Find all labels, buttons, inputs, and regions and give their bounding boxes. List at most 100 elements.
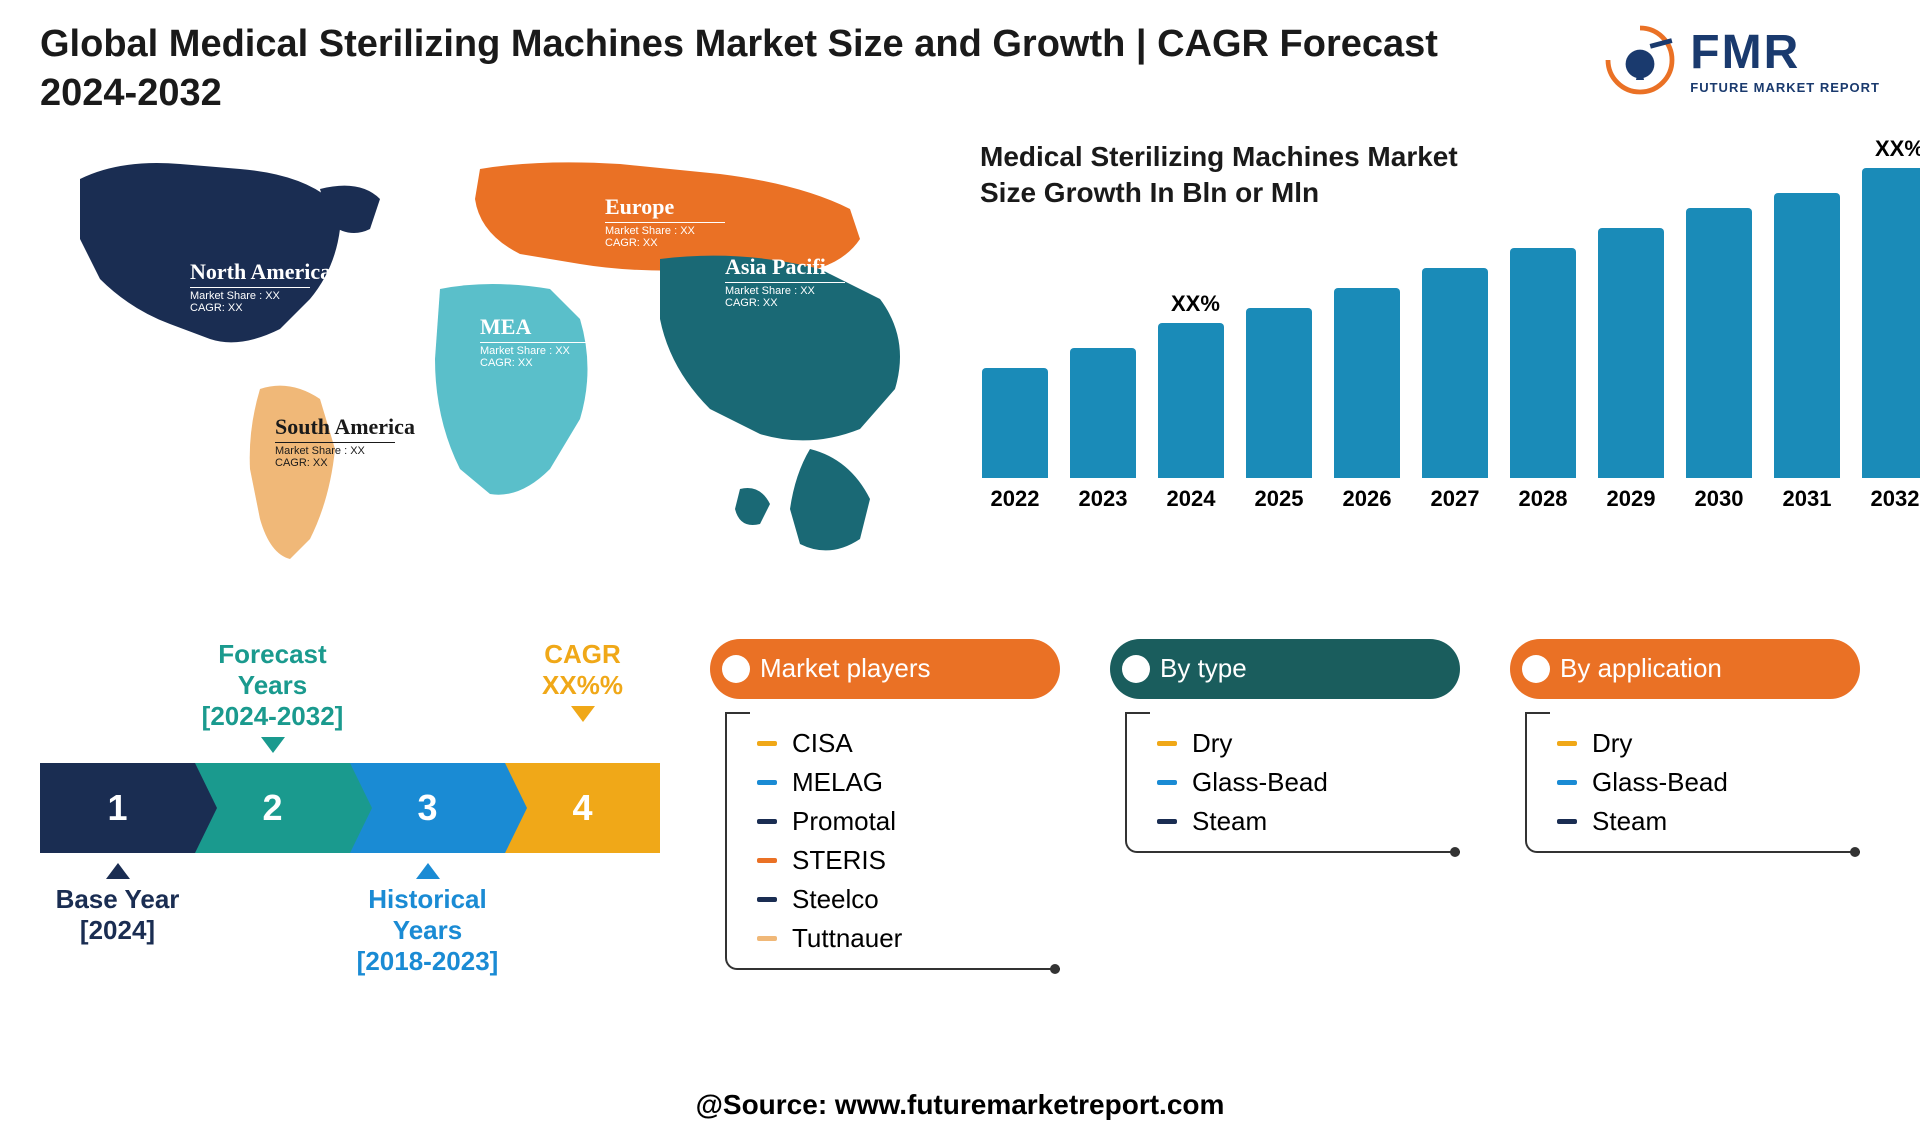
bar-label: 2029 bbox=[1607, 486, 1656, 512]
info-pill: By type bbox=[1110, 639, 1460, 699]
bar-label: 2030 bbox=[1695, 486, 1744, 512]
bar bbox=[1070, 348, 1136, 478]
bar-label: 2025 bbox=[1255, 486, 1304, 512]
region-label: EuropeMarket Share : XXCAGR: XX bbox=[605, 194, 725, 249]
bar-wrap: 2028 bbox=[1508, 248, 1578, 512]
dash-icon bbox=[1557, 819, 1577, 824]
info-item: Dry bbox=[1557, 724, 1860, 763]
info-bracket: Dry Glass-Bead Steam bbox=[1525, 714, 1860, 853]
bar-wrap: 2023 bbox=[1068, 348, 1138, 512]
info-item-label: Steam bbox=[1192, 806, 1267, 837]
bar bbox=[1246, 308, 1312, 478]
dash-icon bbox=[757, 936, 777, 941]
timeline-segment: 1 bbox=[40, 763, 195, 853]
upper-section: North AmericaMarket Share : XXCAGR: XXSo… bbox=[40, 139, 1880, 579]
timeline-segment: 3 bbox=[350, 763, 505, 853]
dash-icon bbox=[757, 819, 777, 824]
dash-icon bbox=[757, 780, 777, 785]
info-item: Glass-Bead bbox=[1157, 763, 1460, 802]
dash-icon bbox=[1557, 780, 1577, 785]
bar-wrap: 2025 bbox=[1244, 308, 1314, 512]
info-column: By application Dry Glass-Bead Steam bbox=[1510, 639, 1860, 970]
info-item: Steam bbox=[1157, 802, 1460, 841]
info-item: MELAG bbox=[757, 763, 1060, 802]
info-item: CISA bbox=[757, 724, 1060, 763]
bar bbox=[1422, 268, 1488, 478]
info-item: STERIS bbox=[757, 841, 1060, 880]
info-bracket: CISA MELAG Promotal STERIS Steelco Tuttnauer bbox=[725, 714, 1060, 970]
chart-bars: 2022 2023 2024 2025 2026 2027 2028 2029 2030 2031… bbox=[980, 182, 1920, 512]
info-item: Tuttnauer bbox=[757, 919, 1060, 958]
bar-label: 2032 bbox=[1871, 486, 1920, 512]
dash-icon bbox=[1157, 819, 1177, 824]
dash-icon bbox=[757, 858, 777, 863]
timeline-label: Historical Years[2018-2023] bbox=[350, 863, 505, 977]
region-label: Asia PacificMarket Share : XXCAGR: XX bbox=[725, 254, 845, 309]
dash-icon bbox=[1157, 780, 1177, 785]
info-item-label: Promotal bbox=[792, 806, 896, 837]
info-column: Market playersCISAMELAGPromotalSTERISSte… bbox=[710, 639, 1060, 970]
bar bbox=[1686, 208, 1752, 478]
region-label: North AmericaMarket Share : XXCAGR: XX bbox=[190, 259, 331, 314]
bar bbox=[1598, 228, 1664, 478]
bar-wrap: 2029 bbox=[1596, 228, 1666, 512]
info-item-label: Tuttnauer bbox=[792, 923, 902, 954]
logo-main: FMR bbox=[1690, 25, 1880, 80]
world-map: North AmericaMarket Share : XXCAGR: XXSo… bbox=[40, 139, 940, 579]
bar-wrap: 2026 bbox=[1332, 288, 1402, 512]
bar bbox=[1862, 168, 1920, 478]
timeline: Forecast Years[2024-2032] CAGRXX%% 1234 B… bbox=[40, 639, 660, 977]
info-item-label: Steelco bbox=[792, 884, 879, 915]
info-item-label: Steam bbox=[1592, 806, 1667, 837]
info-item-label: MELAG bbox=[792, 767, 883, 798]
source-text: @Source: www.futuremarketreport.com bbox=[696, 1089, 1225, 1121]
bar-wrap: 2022 bbox=[980, 368, 1050, 512]
bar-annotation: XX% bbox=[1875, 136, 1920, 162]
region-label: MEAMarket Share : XXCAGR: XX bbox=[480, 314, 600, 369]
bar bbox=[1774, 193, 1840, 478]
logo-icon bbox=[1600, 20, 1680, 100]
bar-wrap: 2030 bbox=[1684, 208, 1754, 512]
dash-icon bbox=[1557, 741, 1577, 746]
logo-text: FMR FUTURE MARKET REPORT bbox=[1690, 25, 1880, 95]
bar-wrap: 2031 bbox=[1772, 193, 1842, 512]
info-item-label: Dry bbox=[1592, 728, 1632, 759]
info-pill: By application bbox=[1510, 639, 1860, 699]
info-item-label: Glass-Bead bbox=[1192, 767, 1328, 798]
bar-label: 2024 bbox=[1167, 486, 1216, 512]
info-item: Steam bbox=[1557, 802, 1860, 841]
bar-label: 2027 bbox=[1431, 486, 1480, 512]
info-item: Promotal bbox=[757, 802, 1060, 841]
info-item: Dry bbox=[1157, 724, 1460, 763]
bar-wrap: 2024 bbox=[1156, 323, 1226, 512]
bar-chart: Medical Sterilizing Machines Market Size… bbox=[980, 139, 1920, 579]
bar-annotation: XX% bbox=[1171, 291, 1220, 317]
bar-label: 2022 bbox=[991, 486, 1040, 512]
info-item-label: STERIS bbox=[792, 845, 886, 876]
bar-label: 2023 bbox=[1079, 486, 1128, 512]
info-item-label: Glass-Bead bbox=[1592, 767, 1728, 798]
logo: FMR FUTURE MARKET REPORT bbox=[1600, 20, 1880, 100]
bar-label: 2026 bbox=[1343, 486, 1392, 512]
info-columns: Market playersCISAMELAGPromotalSTERISSte… bbox=[710, 639, 1860, 970]
bar bbox=[1334, 288, 1400, 478]
info-bracket: Dry Glass-Bead Steam bbox=[1125, 714, 1460, 853]
bar-label: 2028 bbox=[1519, 486, 1568, 512]
timeline-segment: 4 bbox=[505, 763, 660, 853]
info-item: Steelco bbox=[757, 880, 1060, 919]
info-column: By type Dry Glass-Bead Steam bbox=[1110, 639, 1460, 970]
timeline-label: CAGRXX%% bbox=[505, 639, 660, 753]
timeline-label: Base Year[2024] bbox=[40, 863, 195, 977]
timeline-segment: 2 bbox=[195, 763, 350, 853]
lower-section: Forecast Years[2024-2032] CAGRXX%% 1234 B… bbox=[40, 639, 1880, 977]
bar-wrap: 2027 bbox=[1420, 268, 1490, 512]
bar-label: 2031 bbox=[1783, 486, 1832, 512]
page-title: Global Medical Sterilizing Machines Mark… bbox=[40, 20, 1440, 119]
dash-icon bbox=[757, 897, 777, 902]
info-item-label: CISA bbox=[792, 728, 853, 759]
timeline-label: Forecast Years[2024-2032] bbox=[195, 639, 350, 753]
dash-icon bbox=[757, 741, 777, 746]
bar-wrap: 2032 bbox=[1860, 168, 1920, 512]
info-item-label: Dry bbox=[1192, 728, 1232, 759]
bar bbox=[982, 368, 1048, 478]
